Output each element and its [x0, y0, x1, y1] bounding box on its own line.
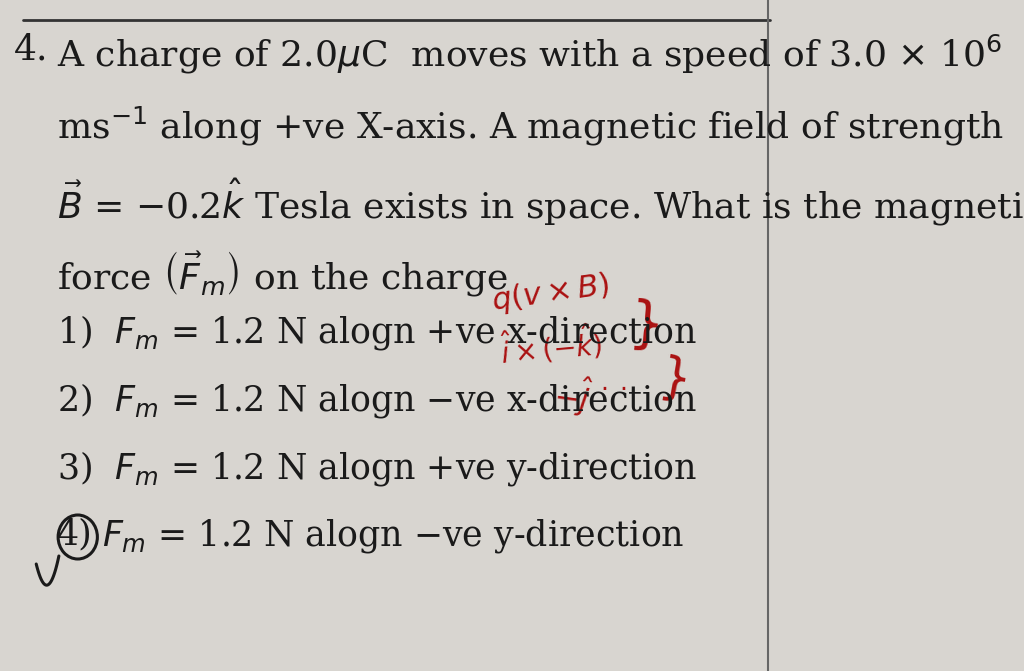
Text: $q(v \times B)$: $q(v \times B)$ — [489, 269, 611, 318]
Text: $\cdot\;\cdot$: $\cdot\;\cdot$ — [600, 376, 627, 400]
Text: ms$^{-1}$ along +ve X-axis. A magnetic field of strength: ms$^{-1}$ along +ve X-axis. A magnetic f… — [56, 105, 1004, 148]
Text: $\}$: $\}$ — [655, 351, 690, 405]
Text: $F_m$ = 1.2 N alogn $-$ve y-direction: $F_m$ = 1.2 N alogn $-$ve y-direction — [102, 517, 684, 555]
Text: $\vec{B}$ = $-$0.2$\hat{k}$ Tesla exists in space. What is the magnetic: $\vec{B}$ = $-$0.2$\hat{k}$ Tesla exists… — [56, 177, 1024, 228]
Text: 2)  $F_m$ = 1.2 N alogn $-$ve x-direction: 2) $F_m$ = 1.2 N alogn $-$ve x-direction — [56, 381, 696, 420]
Text: $\}$: $\}$ — [627, 296, 662, 354]
Text: A charge of 2.0$\mu$C  moves with a speed of 3.0 $\times$ 10$^6$: A charge of 2.0$\mu$C moves with a speed… — [56, 33, 1002, 76]
Text: 1)  $F_m$ = 1.2 N alogn +ve x-direction: 1) $F_m$ = 1.2 N alogn +ve x-direction — [56, 313, 696, 352]
Text: force $\left(\vec{F}_m\right)$ on the charge: force $\left(\vec{F}_m\right)$ on the ch… — [56, 249, 507, 298]
Text: 4.: 4. — [13, 33, 48, 67]
Text: $-\hat{j}$: $-\hat{j}$ — [551, 371, 594, 420]
Text: 3)  $F_m$ = 1.2 N alogn +ve y-direction: 3) $F_m$ = 1.2 N alogn +ve y-direction — [56, 449, 696, 488]
Text: $\hat{i} \times (-\hat{k})$: $\hat{i} \times (-\hat{k})$ — [499, 321, 603, 370]
Text: 4): 4) — [56, 517, 92, 551]
